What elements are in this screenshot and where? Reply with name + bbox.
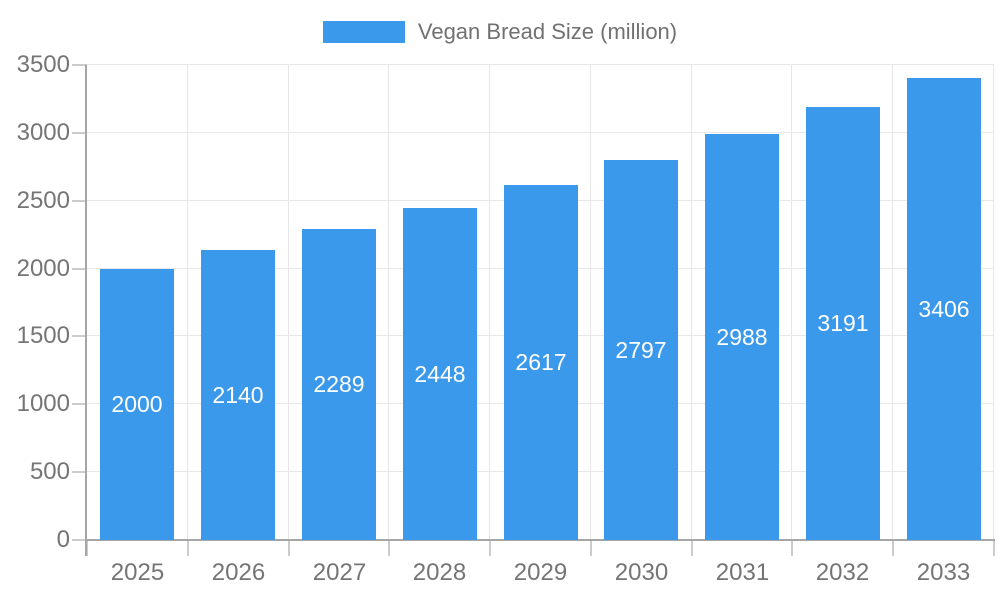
bar[interactable] [604, 160, 678, 540]
x-axis-label: 2031 [715, 559, 770, 586]
y-axis-tick [72, 335, 87, 337]
vertical-gridline [892, 65, 893, 540]
x-axis-tick [892, 540, 894, 556]
legend-label: Vegan Bread Size (million) [417, 19, 678, 44]
x-axis-label: 2032 [815, 559, 870, 586]
bar[interactable] [705, 134, 779, 540]
x-axis-tick [691, 540, 693, 556]
x-axis-label: 2027 [312, 559, 367, 586]
y-axis-tick [72, 268, 87, 270]
vertical-gridline [691, 65, 692, 540]
y-axis-label: 500 [29, 458, 70, 485]
x-axis-label: 2028 [412, 559, 467, 586]
bar-value-label: 2140 [212, 381, 264, 408]
x-axis-line [86, 539, 995, 541]
x-axis-tick [993, 540, 995, 556]
y-axis-tick [72, 471, 87, 473]
x-axis-label: 2030 [614, 559, 669, 586]
y-axis-label: 0 [56, 526, 70, 553]
horizontal-gridline [87, 64, 994, 65]
vertical-gridline [489, 65, 490, 540]
bar-value-label: 2617 [515, 349, 567, 375]
vertical-gridline [187, 65, 188, 540]
vertical-gridline [590, 65, 591, 540]
legend-swatch-icon [322, 21, 405, 43]
bar[interactable] [100, 269, 174, 540]
y-axis-tick [72, 64, 87, 66]
y-axis-label: 2500 [16, 187, 70, 214]
y-axis-label: 1500 [16, 322, 70, 349]
y-axis-line [85, 65, 87, 556]
bar-value-label: 2448 [414, 360, 466, 387]
bar-value-label: 2000 [111, 391, 163, 417]
bar[interactable] [201, 250, 275, 540]
y-axis-label: 2000 [16, 255, 70, 282]
x-axis-tick [288, 540, 290, 556]
y-axis-tick [72, 539, 87, 541]
x-axis-tick [388, 540, 390, 556]
legend[interactable]: Vegan Bread Size (million) [0, 20, 1000, 44]
bar-value-label: 2797 [615, 336, 667, 363]
y-axis-label: 1000 [16, 390, 70, 417]
bar[interactable] [302, 229, 376, 540]
x-axis-label: 2029 [513, 559, 568, 586]
bar[interactable] [403, 208, 477, 540]
x-axis-tick [791, 540, 793, 556]
y-axis-label: 3500 [16, 51, 70, 78]
x-axis-label: 2033 [916, 559, 971, 586]
y-axis-tick [72, 403, 87, 405]
x-axis-label: 2026 [211, 559, 266, 586]
x-axis-tick [86, 540, 88, 556]
x-axis-label: 2025 [110, 559, 165, 586]
y-axis-label: 3000 [16, 119, 70, 146]
bar-value-label: 3406 [918, 295, 970, 322]
bar[interactable] [806, 107, 880, 540]
bar-value-label: 2988 [716, 323, 768, 350]
vertical-gridline [791, 65, 792, 540]
bar[interactable] [504, 185, 578, 540]
vertical-gridline [388, 65, 389, 540]
y-axis-tick [72, 200, 87, 202]
bar-value-label: 3191 [817, 310, 869, 336]
vertical-gridline [993, 65, 994, 540]
x-axis-tick [590, 540, 592, 556]
x-axis-tick [489, 540, 491, 556]
bar[interactable] [907, 78, 981, 540]
bar-value-label: 2289 [313, 371, 365, 397]
horizontal-gridline [87, 132, 994, 133]
y-axis-tick [72, 132, 87, 134]
vertical-gridline [288, 65, 289, 540]
x-axis-tick [187, 540, 189, 556]
